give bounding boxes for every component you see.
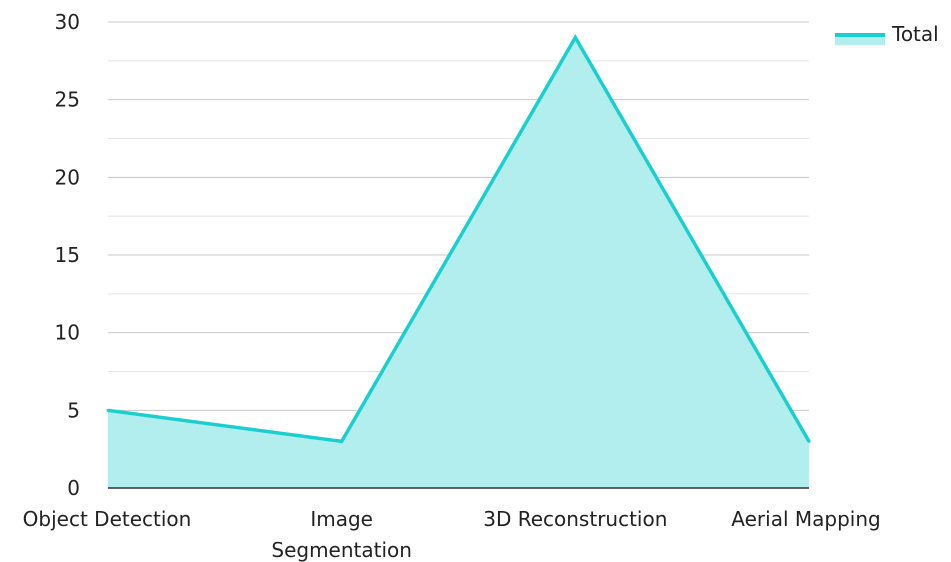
y-tick-label: 25 — [55, 88, 80, 112]
x-tick-label: Aerial Mapping — [731, 507, 880, 531]
y-axis-ticks: 0 5 10 15 20 25 30 — [55, 10, 80, 500]
x-tick-label: Object Detection — [23, 507, 192, 531]
x-tick-label: 3D Reconstruction — [483, 507, 667, 531]
y-tick-label: 30 — [55, 10, 80, 34]
data-point-2 — [573, 36, 577, 40]
data-point-3 — [807, 439, 811, 443]
data-point-1 — [340, 439, 344, 443]
x-tick-label: Image Segmentation — [271, 507, 412, 562]
y-tick-label: 10 — [55, 321, 80, 345]
y-tick-label: 0 — [67, 476, 80, 500]
data-point-0 — [106, 408, 110, 412]
y-tick-label: 20 — [55, 165, 80, 189]
legend: Total — [835, 22, 939, 46]
series-area-fill — [108, 37, 809, 489]
legend-label: Total — [891, 22, 939, 46]
y-tick-label: 5 — [67, 398, 80, 422]
area-layer — [106, 34, 811, 489]
x-axis-ticks: Object Detection Image Segmentation 3D Reco… — [23, 507, 881, 562]
legend-swatch-fill — [835, 35, 885, 45]
y-tick-label: 15 — [55, 243, 80, 267]
series-line — [107, 34, 811, 444]
